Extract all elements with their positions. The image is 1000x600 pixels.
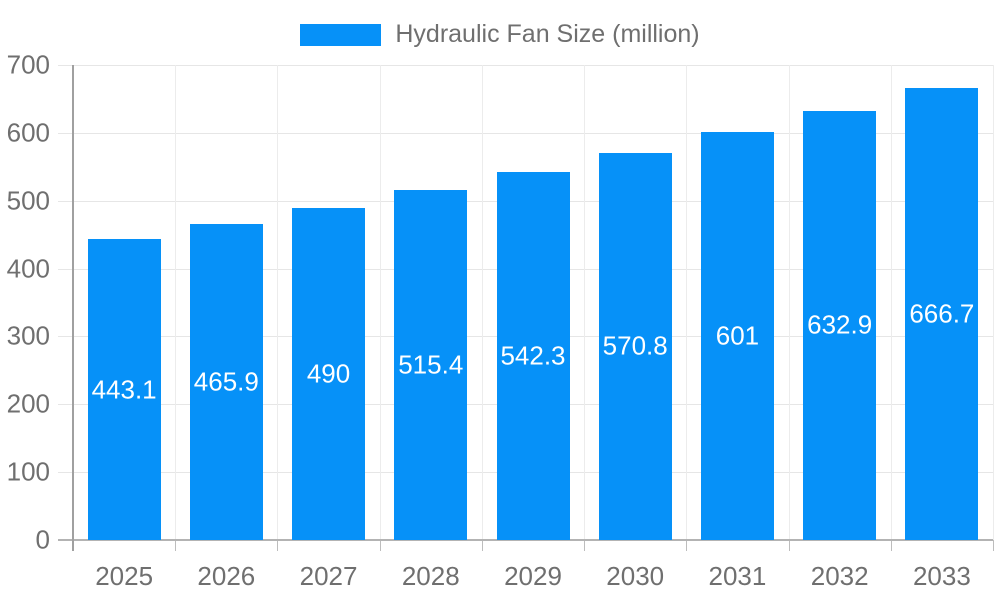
bar-value-label: 542.3 — [500, 340, 566, 371]
x-axis-tick — [379, 540, 381, 551]
x-axis-tick — [890, 540, 892, 551]
y-tick-label: 0 — [35, 524, 50, 555]
x-axis-line — [58, 539, 993, 541]
bar-2026 — [189, 223, 263, 540]
bar-value-label: 490 — [306, 358, 351, 389]
x-axis-tick — [788, 540, 790, 551]
bar-2030 — [598, 152, 672, 540]
x-axis-tick — [277, 540, 279, 551]
legend-item[interactable]: Hydraulic Fan Size (million) — [300, 20, 700, 49]
bar-2028 — [394, 190, 468, 540]
x-tick-label: 2033 — [912, 561, 971, 591]
x-tick-label: 2029 — [504, 561, 562, 591]
y-axis-line — [72, 65, 74, 551]
bar-2033 — [905, 87, 979, 540]
bar-2025 — [87, 239, 161, 540]
x-axis-tick — [481, 540, 483, 551]
bar-value-label: 632.9 — [807, 309, 873, 340]
x-gridline — [993, 65, 994, 540]
bar-value-label: 666.7 — [909, 298, 975, 329]
legend-swatch — [300, 23, 382, 46]
y-tick-label: 700 — [6, 49, 50, 80]
bar-value-label: 465.9 — [193, 366, 259, 397]
x-tick-label: 2025 — [95, 561, 154, 591]
x-gridline — [175, 65, 177, 540]
x-gridline — [686, 65, 688, 540]
bar-2029 — [496, 172, 570, 540]
bar-2032 — [803, 110, 877, 540]
y-tick-label: 200 — [6, 388, 50, 419]
y-tick-label: 400 — [6, 253, 50, 284]
bar-value-label: 515.4 — [398, 349, 464, 380]
x-gridline — [890, 65, 892, 540]
y-tick-label: 600 — [6, 117, 50, 148]
bar-value-label: 601 — [715, 320, 760, 351]
bar-2031 — [700, 132, 774, 540]
x-axis-tick — [993, 540, 994, 551]
x-gridline — [277, 65, 279, 540]
y-tick-label: 100 — [6, 456, 50, 487]
x-axis-tick — [686, 540, 688, 551]
bar-value-label: 570.8 — [602, 330, 668, 361]
x-gridline — [481, 65, 483, 540]
x-tick-label: 2031 — [708, 561, 767, 591]
legend: Hydraulic Fan Size (million) — [0, 20, 1000, 49]
y-gridline — [58, 132, 993, 134]
x-tick-label: 2032 — [810, 561, 869, 591]
x-gridline — [788, 65, 790, 540]
x-tick-label: 2028 — [401, 561, 460, 591]
x-gridline — [584, 65, 586, 540]
y-tick-label: 500 — [6, 185, 50, 216]
y-tick-label: 300 — [6, 320, 50, 351]
x-axis-tick — [584, 540, 586, 551]
y-gridline — [58, 65, 993, 66]
x-gridline — [379, 65, 381, 540]
bar-value-label: 443.1 — [91, 374, 157, 405]
legend-label: Hydraulic Fan Size (million) — [395, 20, 700, 48]
x-tick-label: 2027 — [299, 561, 358, 591]
x-tick-label: 2030 — [606, 561, 665, 591]
x-tick-label: 2026 — [197, 561, 256, 591]
x-axis-tick — [175, 540, 177, 551]
bar-2027 — [292, 207, 366, 540]
